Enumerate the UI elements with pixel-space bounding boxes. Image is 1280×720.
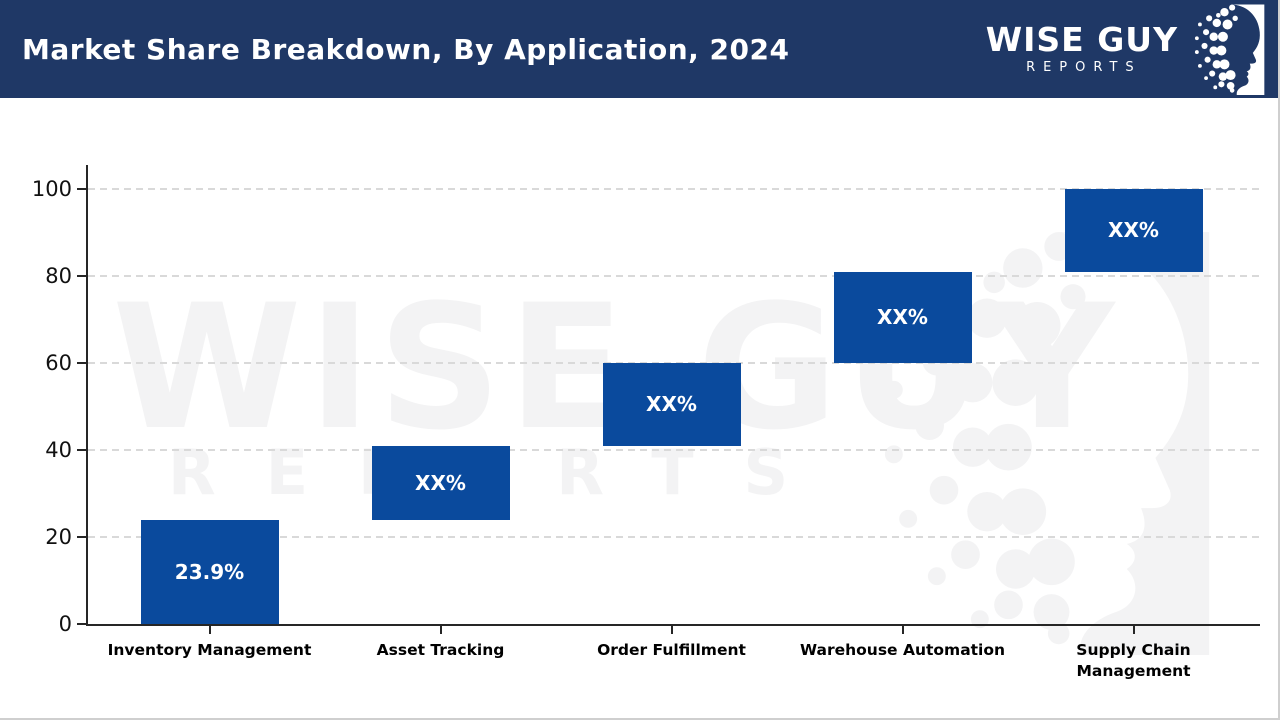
y-tick-label: 20 xyxy=(45,525,72,549)
category-label-order-fulfillment: Order Fulfillment xyxy=(597,641,746,659)
y-tick-label: 80 xyxy=(45,264,72,288)
page-title: Market Share Breakdown, By Application, … xyxy=(22,32,790,66)
x-tick-mark xyxy=(1132,626,1135,634)
gridline-80 xyxy=(88,275,1260,277)
x-axis xyxy=(86,624,1260,626)
bar-inventory-management: 23.9% xyxy=(140,520,279,624)
y-tick-label: 40 xyxy=(45,438,72,462)
bar-value-label: XX% xyxy=(877,305,928,330)
y-tick-mark xyxy=(77,362,86,364)
gridline-100 xyxy=(88,188,1260,190)
gridline-40 xyxy=(88,449,1260,451)
x-tick-mark xyxy=(901,626,904,634)
y-tick-label: 0 xyxy=(58,612,72,636)
plot-area: 23.9% XX% XX% XX% XX% xyxy=(88,188,1260,624)
bar-value-label: XX% xyxy=(415,470,466,495)
category-label-warehouse-automation: Warehouse Automation xyxy=(799,641,1006,659)
gridline-20 xyxy=(88,536,1260,538)
y-tick-label: 60 xyxy=(45,351,72,375)
logo-wordmark: WISE GUY xyxy=(985,20,1178,59)
bar-order-fulfillment: XX% xyxy=(602,363,741,446)
header: Market Share Breakdown, By Application, … xyxy=(0,0,1278,98)
bar-value-label: 23.9% xyxy=(174,560,245,585)
category-label-asset-tracking: Asset Tracking xyxy=(376,641,505,659)
y-tick-mark xyxy=(77,275,86,277)
bar-value-label: XX% xyxy=(646,392,697,417)
x-tick-mark xyxy=(208,626,211,634)
bar-value-label: XX% xyxy=(1108,218,1159,243)
logo-face-icon xyxy=(1180,3,1272,95)
logo-text: WISE GUY REPORTS xyxy=(986,23,1178,75)
x-tick-mark xyxy=(670,626,673,634)
bar-asset-tracking: XX% xyxy=(371,445,510,521)
y-tick-mark xyxy=(77,449,86,451)
category-label-inventory-management: Inventory Management xyxy=(107,641,312,659)
y-tick-label: 100 xyxy=(31,177,72,201)
y-tick-mark xyxy=(77,188,86,190)
wiseguy-logo: WISE GUY REPORTS xyxy=(986,3,1272,95)
y-tick-mark xyxy=(77,623,86,625)
bar-warehouse-automation: XX% xyxy=(833,271,972,363)
y-axis xyxy=(86,165,88,626)
bar-supply-chain-management: XX% xyxy=(1064,189,1203,272)
y-tick-mark xyxy=(77,536,86,538)
logo-subtext: REPORTS xyxy=(1026,60,1142,75)
gridline-60 xyxy=(88,362,1260,364)
category-label-supply-chain-management: Supply Chain Management xyxy=(1076,641,1191,680)
x-tick-mark xyxy=(439,626,442,634)
